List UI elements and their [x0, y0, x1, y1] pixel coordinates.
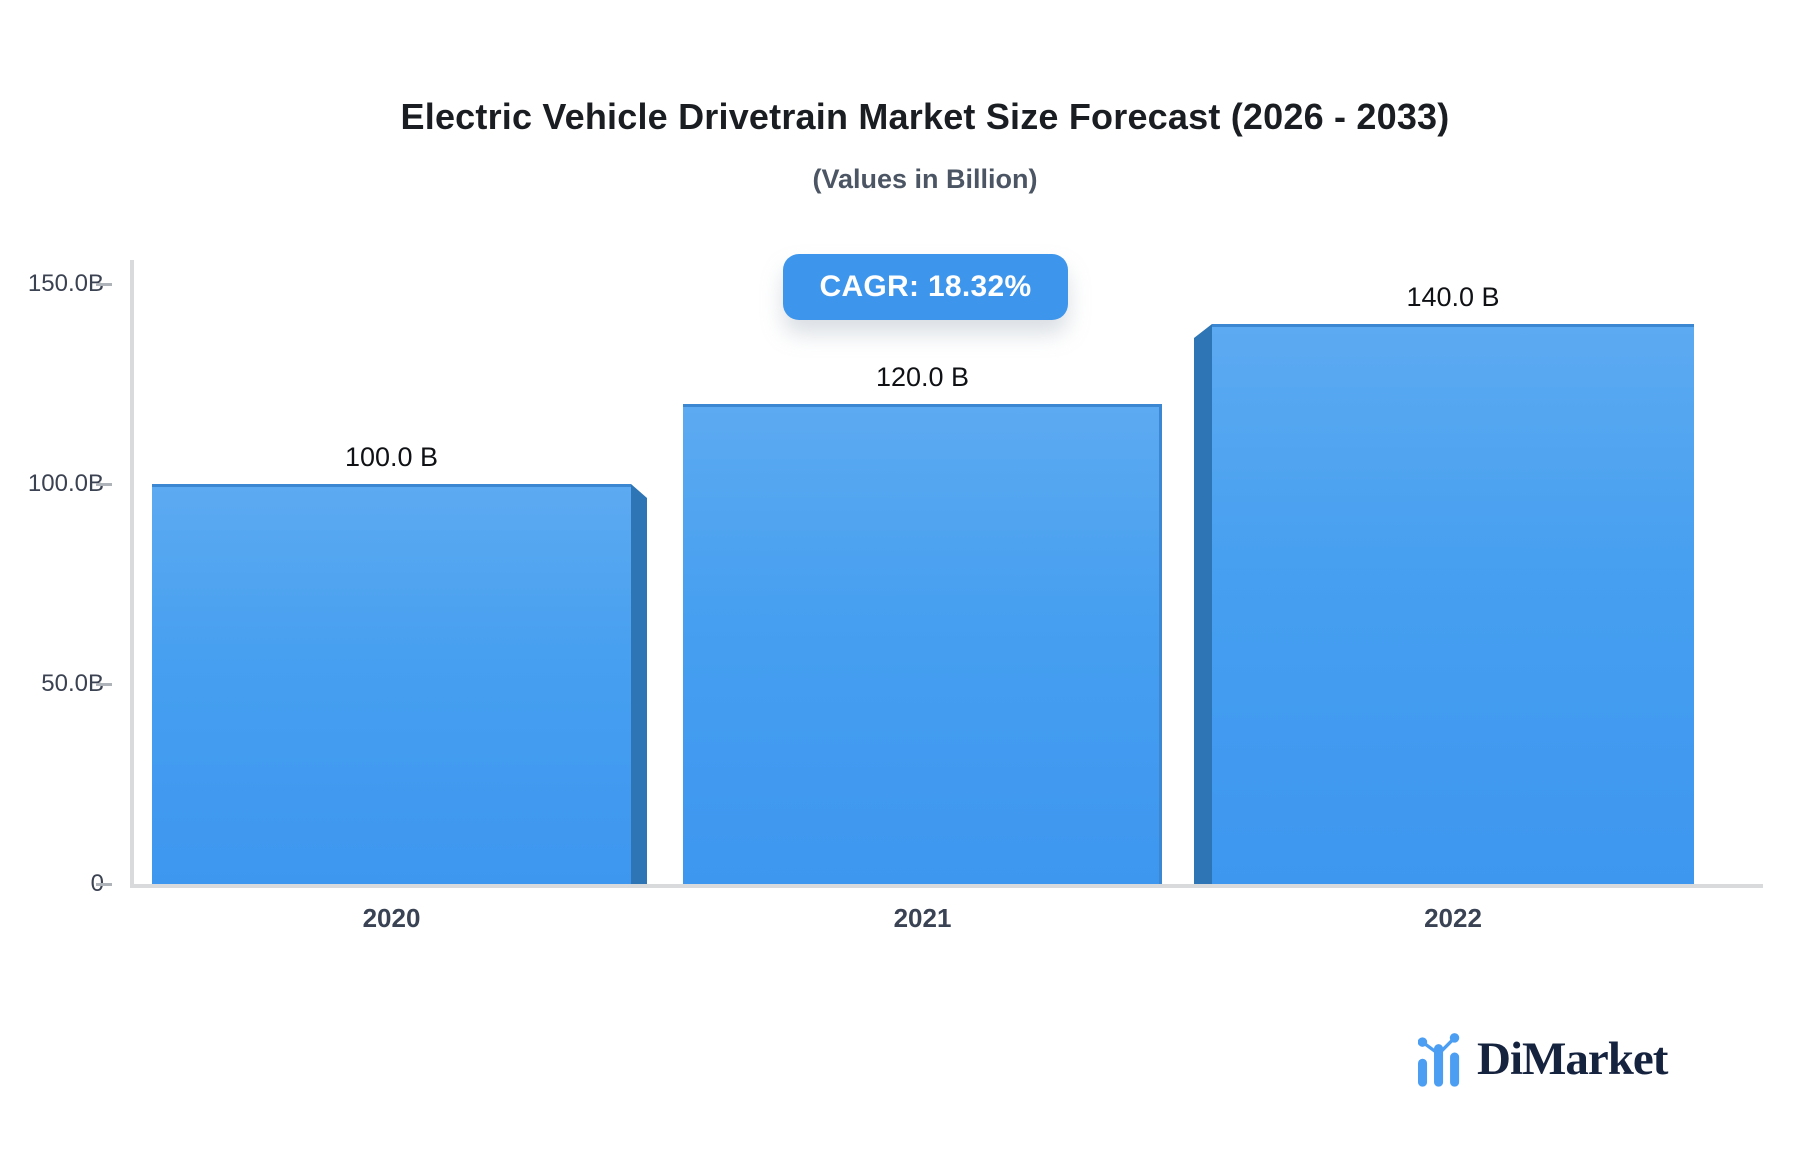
bar-value-label: 140.0 B	[1406, 282, 1500, 312]
y-tick-label: 100.0B	[27, 470, 104, 497]
chart-title: Electric Vehicle Drivetrain Market Size …	[400, 96, 1450, 137]
y-tick-label: 50.0B	[41, 670, 104, 697]
y-tick-label: 0	[0, 868, 104, 900]
mini-bar-chart-icon	[1418, 1032, 1460, 1087]
bar-2022	[1212, 324, 1694, 884]
bar-side-shadow	[1194, 324, 1212, 884]
y-tick-mark	[96, 683, 112, 686]
brand-logo: DiMarket	[1418, 1030, 1668, 1088]
bar-value-label: 120.0 B	[875, 362, 970, 392]
y-tick-mark	[96, 283, 112, 286]
y-tick-mark	[96, 483, 112, 486]
brand-name: DiMarket	[1477, 1033, 1668, 1085]
bar-2020	[152, 484, 631, 884]
bar-value-label: 100.0 B	[344, 442, 439, 472]
chart-subtitle: (Values in Billion)	[812, 164, 1038, 194]
cagr-badge: CAGR: 18.32%	[783, 254, 1068, 320]
x-axis-line	[130, 884, 1763, 888]
bar-side-shadow	[631, 484, 647, 884]
bar-2021	[683, 404, 1162, 884]
x-category-label: 2021	[893, 903, 952, 933]
y-axis-line	[130, 260, 134, 888]
x-category-label: 2020	[362, 903, 421, 933]
y-tick-label: 150.0B	[27, 270, 104, 297]
y-tick-mark	[96, 883, 112, 886]
x-category-label: 2022	[1424, 903, 1482, 933]
